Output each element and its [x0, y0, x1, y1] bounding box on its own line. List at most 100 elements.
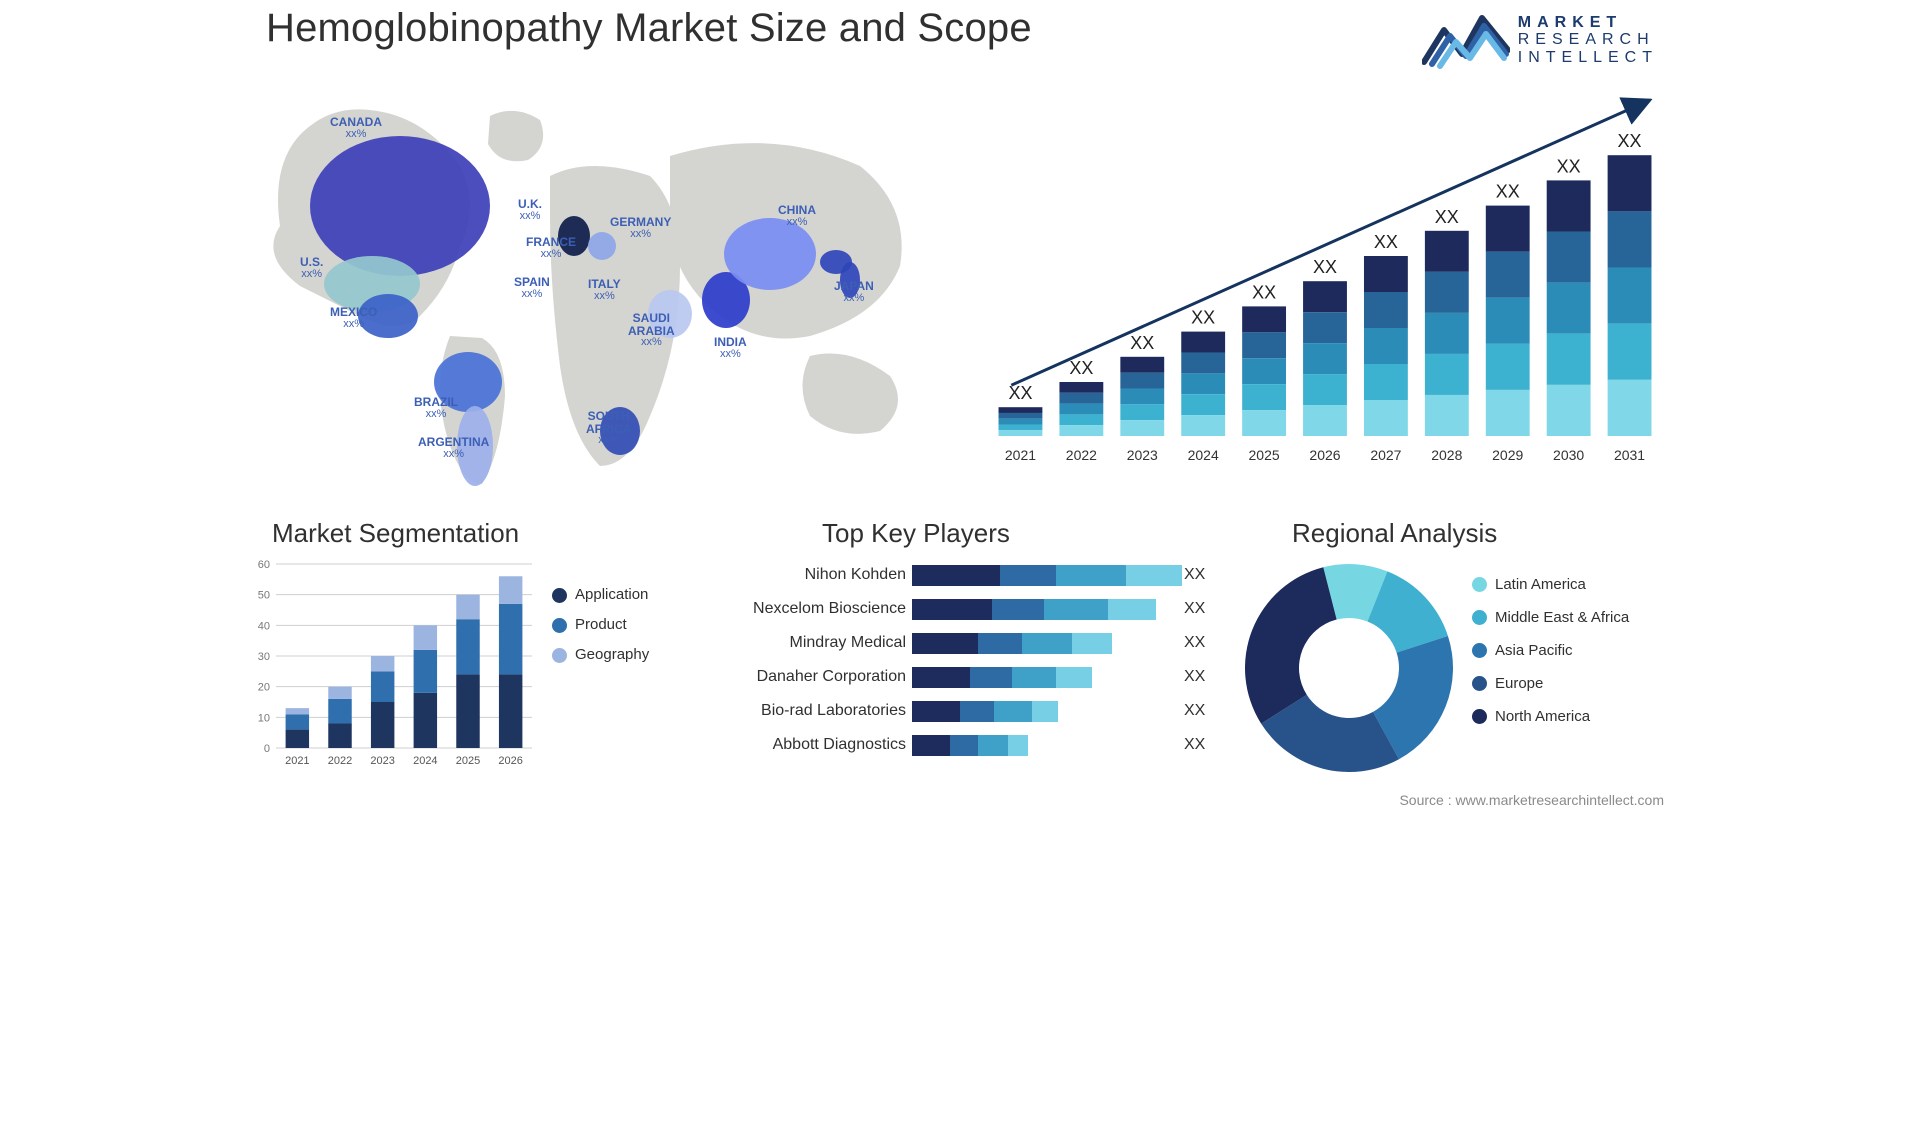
logo-mark-icon [1422, 10, 1510, 70]
svg-text:2031: 2031 [1614, 447, 1645, 463]
legend-swatch [1472, 577, 1487, 592]
keyplayer-value: XX [1184, 668, 1205, 686]
keyplayer-value: XX [1184, 566, 1205, 584]
legend-label: Product [575, 610, 627, 640]
svg-text:2023: 2023 [370, 755, 394, 767]
keyplayers-chart: Nihon KohdenXXNexcelom BioscienceXXMindr… [732, 558, 1222, 788]
page-title: Hemoglobinopathy Market Size and Scope [266, 6, 1032, 51]
keyplayer-bar-segment [978, 633, 1022, 654]
keyplayer-bar-segment [912, 667, 970, 688]
logo-line2: RESEARCH [1518, 31, 1658, 49]
keyplayer-name: Nihon Kohden [732, 566, 912, 584]
svg-text:2024: 2024 [413, 755, 437, 767]
keyplayer-bar-segment [1126, 565, 1182, 586]
keyplayers-heading: Top Key Players [822, 518, 1010, 549]
map-label: U.S.xx% [300, 256, 323, 280]
legend-label: Europe [1495, 667, 1543, 700]
svg-text:2030: 2030 [1553, 447, 1584, 463]
svg-text:2021: 2021 [285, 755, 309, 767]
legend-label: Asia Pacific [1495, 634, 1573, 667]
brand-logo: MARKET RESEARCH INTELLECT [1422, 10, 1658, 70]
keyplayer-bar-segment [1044, 599, 1108, 620]
svg-text:40: 40 [258, 620, 270, 632]
legend-swatch [552, 648, 567, 663]
legend-row: Product [552, 610, 649, 640]
legend-row: Geography [552, 640, 649, 670]
svg-text:10: 10 [258, 712, 270, 724]
keyplayer-bar-segment [1000, 565, 1056, 586]
svg-text:2022: 2022 [328, 755, 352, 767]
map-label: SAUDIARABIAxx% [628, 312, 675, 349]
svg-text:2023: 2023 [1127, 447, 1158, 463]
legend-label: North America [1495, 700, 1590, 733]
keyplayer-bar-segment [1072, 633, 1112, 654]
legend-row: Application [552, 580, 649, 610]
svg-text:XX: XX [1618, 131, 1642, 151]
map-label: GERMANYxx% [610, 216, 671, 240]
legend-swatch [552, 588, 567, 603]
map-label: U.K.xx% [518, 198, 542, 222]
keyplayer-name: Abbott Diagnostics [732, 736, 912, 754]
source-line: Source : www.marketresearchintellect.com [1399, 792, 1664, 808]
map-label: ITALYxx% [588, 278, 621, 302]
legend-swatch [1472, 709, 1487, 724]
legend-row: Europe [1472, 667, 1629, 700]
keyplayer-bar [912, 701, 1172, 722]
svg-text:2028: 2028 [1431, 447, 1462, 463]
legend-swatch [1472, 676, 1487, 691]
keyplayer-bar-segment [912, 633, 978, 654]
keyplayer-bar [912, 565, 1172, 586]
keyplayer-bar-segment [912, 599, 992, 620]
segmentation-heading: Market Segmentation [272, 518, 519, 549]
svg-text:XX: XX [1557, 156, 1581, 176]
keyplayer-bar-segment [1012, 667, 1056, 688]
keyplayer-bar-segment [1022, 633, 1072, 654]
keyplayer-bar-segment [970, 667, 1012, 688]
legend-label: Middle East & Africa [1495, 601, 1629, 634]
svg-text:2029: 2029 [1492, 447, 1523, 463]
map-label: SPAINxx% [514, 276, 550, 300]
keyplayer-bar-segment [1108, 599, 1156, 620]
legend-label: Application [575, 580, 648, 610]
svg-text:XX: XX [1191, 308, 1215, 328]
keyplayer-value: XX [1184, 634, 1205, 652]
keyplayer-bar [912, 735, 1172, 756]
svg-text:XX: XX [1252, 282, 1276, 302]
keyplayer-bar-segment [1056, 565, 1126, 586]
segmentation-chart: 0102030405060202120222023202420252026 Ap… [252, 560, 682, 790]
svg-text:2021: 2021 [1005, 447, 1036, 463]
svg-text:2026: 2026 [1309, 447, 1340, 463]
keyplayer-bar-segment [912, 735, 950, 756]
map-label: CANADAxx% [330, 116, 382, 140]
svg-text:20: 20 [258, 682, 270, 694]
legend-swatch [1472, 643, 1487, 658]
svg-text:0: 0 [264, 743, 270, 755]
keyplayer-value: XX [1184, 600, 1205, 618]
keyplayer-name: Nexcelom Bioscience [732, 600, 912, 618]
keyplayer-bar-segment [950, 735, 978, 756]
keyplayer-bar [912, 633, 1172, 654]
keyplayer-name: Bio-rad Laboratories [732, 702, 912, 720]
svg-text:2025: 2025 [456, 755, 480, 767]
svg-text:XX: XX [1496, 182, 1520, 202]
keyplayer-value: XX [1184, 702, 1205, 720]
keyplayer-bar-segment [978, 735, 1008, 756]
regional-donut [1237, 556, 1462, 781]
map-label: INDIAxx% [714, 336, 747, 360]
keyplayer-bar [912, 667, 1172, 688]
yearly-growth-chart: XX2021XX2022XX2023XX2024XX2025XX2026XX20… [990, 90, 1660, 470]
logo-line1: MARKET [1518, 14, 1658, 32]
svg-text:2025: 2025 [1249, 447, 1280, 463]
keyplayer-value: XX [1184, 736, 1205, 754]
map-label: BRAZILxx% [414, 396, 458, 420]
legend-label: Geography [575, 640, 649, 670]
legend-row: Middle East & Africa [1472, 601, 1629, 634]
svg-text:XX: XX [1130, 333, 1154, 353]
keyplayer-name: Mindray Medical [732, 634, 912, 652]
svg-text:2022: 2022 [1066, 447, 1097, 463]
keyplayer-row: Mindray Medical XX [732, 626, 1222, 660]
map-label: SOUTHAFRICAxx% [586, 410, 631, 447]
map-label: MEXICOxx% [330, 306, 377, 330]
keyplayer-bar-segment [992, 599, 1044, 620]
keyplayer-bar-segment [994, 701, 1032, 722]
